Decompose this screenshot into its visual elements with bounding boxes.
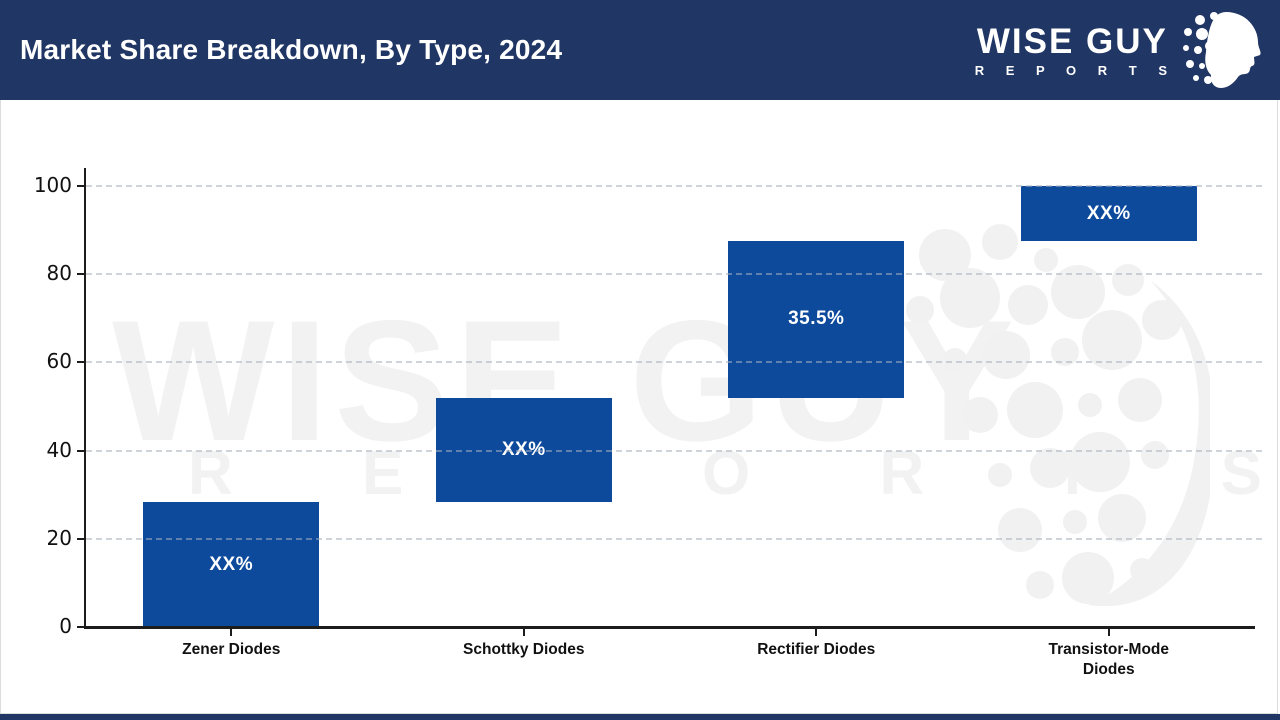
y-tick-mark bbox=[77, 361, 85, 364]
category-label-3: Rectifier Diodes bbox=[757, 641, 876, 658]
x-tick-mark bbox=[815, 628, 818, 636]
x-tick-mark bbox=[230, 628, 233, 636]
y-axis-line bbox=[84, 168, 86, 629]
bar-4: XX% bbox=[1020, 186, 1197, 242]
bar-value-label: 35.5% bbox=[788, 308, 845, 330]
bar-1: XX% bbox=[143, 502, 320, 627]
brand-name: WISE GUY bbox=[976, 21, 1168, 61]
page-title: Market Share Breakdown, By Type, 2024 bbox=[20, 34, 563, 65]
gridline-40 bbox=[86, 449, 1262, 452]
y-tick-label: 100 bbox=[33, 173, 72, 197]
bar-value-label: XX% bbox=[1086, 202, 1131, 224]
brand-head-icon bbox=[1183, 12, 1261, 88]
bar-value-label: XX% bbox=[501, 438, 546, 460]
gridline-100 bbox=[86, 185, 1262, 187]
x-tick-mark bbox=[1107, 628, 1110, 636]
gridline-80 bbox=[86, 273, 1262, 276]
y-tick-label: 40 bbox=[46, 437, 72, 462]
y-tick-label: 60 bbox=[46, 349, 72, 374]
category-label-4: Transistor-Mode Diodes bbox=[1048, 641, 1170, 678]
y-tick-label: 0 bbox=[59, 614, 72, 638]
x-tick-mark bbox=[522, 628, 525, 636]
y-tick-mark bbox=[77, 273, 85, 276]
y-tick-mark bbox=[77, 626, 85, 628]
category-label-1: Zener Diodes bbox=[182, 641, 281, 658]
y-tick-label: 20 bbox=[46, 525, 72, 550]
category-label-2: Schottky Diodes bbox=[463, 641, 585, 658]
chart-body-frame bbox=[0, 100, 1278, 714]
gridline-60 bbox=[86, 361, 1262, 364]
y-tick-label: 80 bbox=[46, 261, 72, 286]
brand-subname: R E P O R T S bbox=[974, 62, 1176, 78]
bar-3: 35.5% bbox=[728, 241, 905, 398]
bar-value-label: XX% bbox=[209, 553, 254, 575]
x-axis-line bbox=[84, 626, 1255, 629]
gridline-20 bbox=[86, 537, 1262, 540]
brand-logo-text: WISE GUY R E P O R T S bbox=[969, 24, 1176, 77]
y-tick-mark bbox=[77, 537, 85, 540]
footer-bar bbox=[0, 714, 1280, 720]
header-band: Market Share Breakdown, By Type, 2024 WI… bbox=[0, 0, 1280, 100]
y-tick-mark bbox=[77, 185, 85, 187]
brand-logo: WISE GUY R E P O R T S bbox=[969, 8, 1280, 92]
watermark-head-dots-graphic bbox=[906, 224, 1210, 607]
y-tick-mark bbox=[77, 449, 85, 452]
